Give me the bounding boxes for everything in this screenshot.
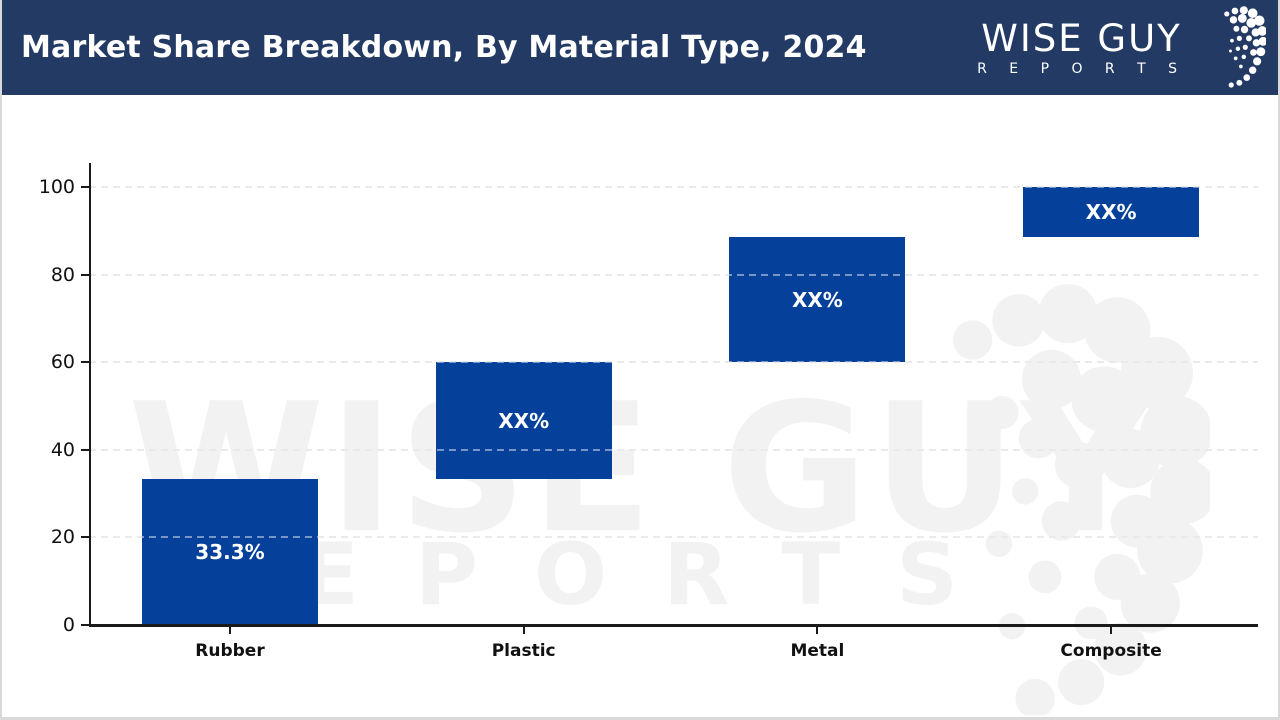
page-title: Market Share Breakdown, By Material Type… — [21, 30, 867, 65]
y-tick-label: 100 — [38, 176, 75, 198]
x-tick-mark — [522, 626, 525, 634]
y-gridline — [89, 448, 1258, 451]
y-tick-label: 40 — [50, 438, 75, 461]
x-axis-line — [89, 624, 1258, 627]
y-tick-label: 20 — [50, 526, 75, 549]
x-tick-label-composite: Composite — [1060, 641, 1162, 661]
bar-value-label: 33.3% — [195, 540, 265, 565]
logo-wordmark: WISE GUY — [981, 17, 1182, 60]
y-gridline — [89, 186, 1258, 188]
y-tick-mark — [81, 448, 89, 451]
bar-value-label: XX% — [498, 408, 550, 433]
y-gridline-overlay — [89, 361, 1258, 364]
y-tick-mark — [81, 273, 89, 276]
bar-value-label: XX% — [1085, 199, 1137, 224]
waterfall-bar-metal — [729, 236, 906, 363]
waterfall-bar-rubber — [142, 479, 318, 625]
x-tick-label-rubber: Rubber — [195, 641, 265, 661]
y-axis-line — [89, 163, 91, 625]
y-gridline — [89, 361, 1258, 364]
y-tick-label: 0 — [62, 614, 75, 636]
chart-canvas: WISE GUY REPORTS 0 20 40 60 80 100 33.3% Rubber… — [0, 95, 1280, 720]
x-tick-mark — [229, 626, 231, 634]
x-tick-label-metal: Metal — [790, 641, 845, 661]
waterfall-bar-composite — [1023, 187, 1200, 237]
x-tick-mark — [816, 626, 819, 634]
bar-value-label: XX% — [791, 287, 843, 312]
watermark-head-icon — [952, 284, 1210, 715]
y-tick-mark — [81, 186, 89, 188]
header-bar: Market Share Breakdown, By Material Type… — [0, 0, 1280, 95]
wise-guy-reports-logo: WISE GUY R E P O R T S — [977, 6, 1266, 90]
y-tick-mark — [81, 536, 89, 539]
x-tick-mark — [1110, 626, 1113, 634]
x-tick-label-plastic: Plastic — [491, 641, 556, 661]
waterfall-bar-plastic — [435, 362, 612, 480]
y-gridline — [89, 273, 1258, 276]
logo-subtitle: R E P O R T S — [977, 61, 1186, 77]
y-gridline-overlay — [89, 536, 1258, 539]
y-gridline-overlay — [89, 448, 1258, 451]
dotted-head-icon — [1224, 6, 1266, 88]
y-tick-label: 60 — [50, 351, 75, 374]
y-gridline-overlay — [89, 273, 1258, 276]
y-tick-mark — [81, 361, 89, 364]
y-gridline — [89, 536, 1258, 539]
y-tick-label: 80 — [50, 263, 75, 286]
y-gridline-overlay — [89, 186, 1258, 188]
y-tick-mark — [81, 624, 89, 626]
